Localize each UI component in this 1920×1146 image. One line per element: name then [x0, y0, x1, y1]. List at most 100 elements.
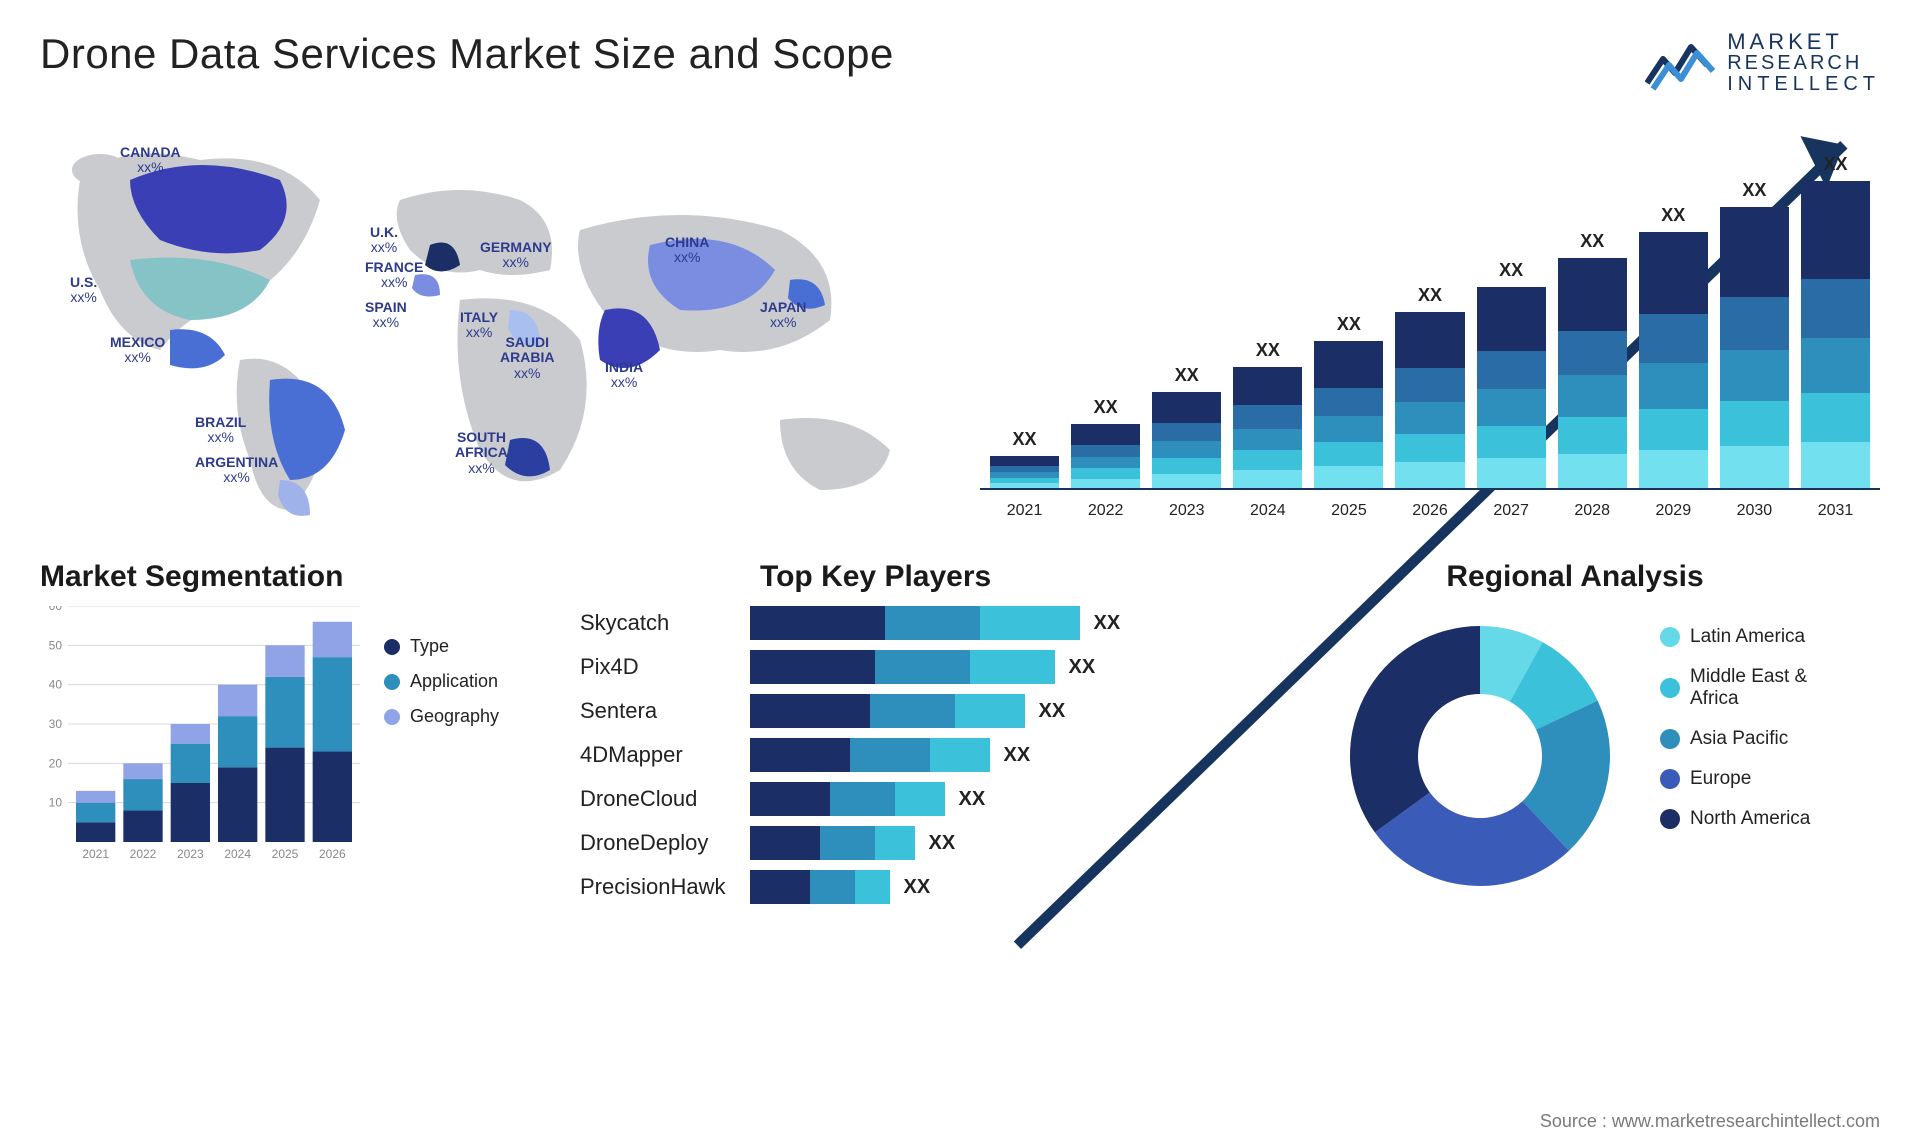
growth-bar: XX [1720, 180, 1789, 489]
growth-chart: XXXXXXXXXXXXXXXXXXXXXX 20212022202320242… [980, 110, 1880, 520]
key-player-name: Sentera [580, 694, 726, 728]
growth-year-label: 2031 [1801, 502, 1870, 520]
growth-year-label: 2027 [1477, 502, 1546, 520]
growth-year-label: 2028 [1558, 502, 1627, 520]
map-country-label: BRAZILxx% [195, 415, 246, 446]
regional-title: Regional Analysis [1270, 560, 1880, 594]
legend-item: Application [384, 671, 499, 692]
svg-text:40: 40 [49, 678, 63, 692]
page-title: Drone Data Services Market Size and Scop… [40, 30, 894, 78]
key-player-bar: XX [750, 870, 1281, 904]
svg-text:20: 20 [49, 756, 63, 770]
growth-bar-value: XX [1580, 231, 1604, 252]
legend-label: Application [410, 671, 498, 692]
header: Drone Data Services Market Size and Scop… [40, 30, 1880, 95]
svg-text:30: 30 [49, 717, 63, 731]
map-country-label: GERMANYxx% [480, 240, 552, 271]
key-player-value: XX [1069, 656, 1096, 679]
key-player-bar: XX [750, 738, 1281, 772]
growth-year-label: 2022 [1071, 502, 1140, 520]
key-player-value: XX [1004, 744, 1031, 767]
legend-swatch [1660, 769, 1680, 789]
map-country-label: INDIAxx% [605, 360, 643, 391]
svg-text:2023: 2023 [177, 847, 204, 861]
svg-text:60: 60 [49, 606, 63, 613]
growth-bar: XX [1152, 365, 1221, 488]
growth-year-label: 2029 [1639, 502, 1708, 520]
key-players-title: Top Key Players [760, 560, 1300, 594]
legend-swatch [1660, 627, 1680, 647]
key-player-value: XX [1039, 700, 1066, 723]
legend-item: Latin America [1660, 626, 1810, 648]
growth-bar-value: XX [1175, 365, 1199, 386]
growth-bar-value: XX [1418, 285, 1442, 306]
legend-item: Geography [384, 706, 499, 727]
map-country-label: MEXICOxx% [110, 335, 165, 366]
growth-bar-value: XX [1661, 205, 1685, 226]
svg-text:50: 50 [49, 638, 63, 652]
svg-text:2026: 2026 [319, 847, 346, 861]
brand-text: MARKET RESEARCH INTELLECT [1727, 30, 1880, 95]
map-country-label: SAUDIARABIAxx% [500, 335, 554, 381]
growth-bar-value: XX [1499, 260, 1523, 281]
growth-bar-value: XX [1337, 314, 1361, 335]
key-player-bar: XX [750, 650, 1281, 684]
brand-line2: RESEARCH [1727, 53, 1880, 74]
map-country-label: U.K.xx% [370, 225, 398, 256]
legend-label: Geography [410, 706, 499, 727]
key-player-name: 4DMapper [580, 738, 726, 772]
donut-slice [1350, 626, 1480, 832]
growth-bar: XX [1071, 397, 1140, 488]
segmentation-title: Market Segmentation [40, 560, 550, 594]
segmentation-panel: Market Segmentation 10203040506020212022… [40, 560, 550, 866]
key-player-name: Skycatch [580, 606, 726, 640]
key-player-value: XX [1094, 612, 1121, 635]
key-player-bar: XX [750, 694, 1281, 728]
growth-bar: XX [1233, 340, 1302, 489]
growth-year-label: 2024 [1233, 502, 1302, 520]
regional-donut [1330, 606, 1630, 906]
map-country-label: SPAINxx% [365, 300, 407, 331]
svg-text:2025: 2025 [272, 847, 299, 861]
map-country-label: FRANCExx% [365, 260, 423, 291]
key-player-value: XX [959, 788, 986, 811]
growth-bar: XX [1801, 154, 1870, 488]
key-player-name: Pix4D [580, 650, 726, 684]
growth-year-label: 2023 [1152, 502, 1221, 520]
legend-label: Europe [1690, 768, 1751, 790]
key-player-bar: XX [750, 826, 1281, 860]
growth-bar: XX [1395, 285, 1464, 488]
map-country-label: ARGENTINAxx% [195, 455, 278, 486]
segmentation-legend: Type Application Geography [384, 606, 499, 866]
legend-label: Latin America [1690, 626, 1805, 648]
brand-logo: MARKET RESEARCH INTELLECT [1645, 30, 1880, 95]
legend-swatch [1660, 729, 1680, 749]
key-player-value: XX [904, 876, 931, 899]
growth-bar: XX [1477, 260, 1546, 489]
growth-bar: XX [1314, 314, 1383, 488]
world-map: CANADAxx% U.S.xx% MEXICOxx% BRAZILxx% ARGENT… [40, 110, 940, 520]
legend-item: Europe [1660, 768, 1810, 790]
legend-label: North America [1690, 808, 1810, 830]
legend-swatch [1660, 678, 1680, 698]
legend-swatch [384, 674, 400, 690]
key-players-panel: Top Key Players Skycatch Pix4D Sentera 4DMa… [580, 560, 1300, 904]
growth-bar: XX [1639, 205, 1708, 488]
key-players-names: Skycatch Pix4D Sentera 4DMapper DroneCloud Dr… [580, 606, 726, 904]
legend-item: Type [384, 636, 499, 657]
segmentation-chart: 102030405060202120222023202420252026 [40, 606, 360, 866]
growth-bar-value: XX [1742, 180, 1766, 201]
key-player-name: PrecisionHawk [580, 870, 726, 904]
growth-bar-value: XX [1013, 429, 1037, 450]
legend-label: Middle East &Africa [1690, 666, 1807, 710]
growth-bar-value: XX [1823, 154, 1847, 175]
map-country-label: U.S.xx% [70, 275, 97, 306]
growth-year-label: 2030 [1720, 502, 1789, 520]
key-player-bar: XX [750, 782, 1281, 816]
map-country-label: SOUTHAFRICAxx% [455, 430, 508, 476]
legend-label: Type [410, 636, 449, 657]
key-player-name: DroneDeploy [580, 826, 726, 860]
map-country-label: CANADAxx% [120, 145, 181, 176]
key-player-name: DroneCloud [580, 782, 726, 816]
legend-swatch [384, 709, 400, 725]
